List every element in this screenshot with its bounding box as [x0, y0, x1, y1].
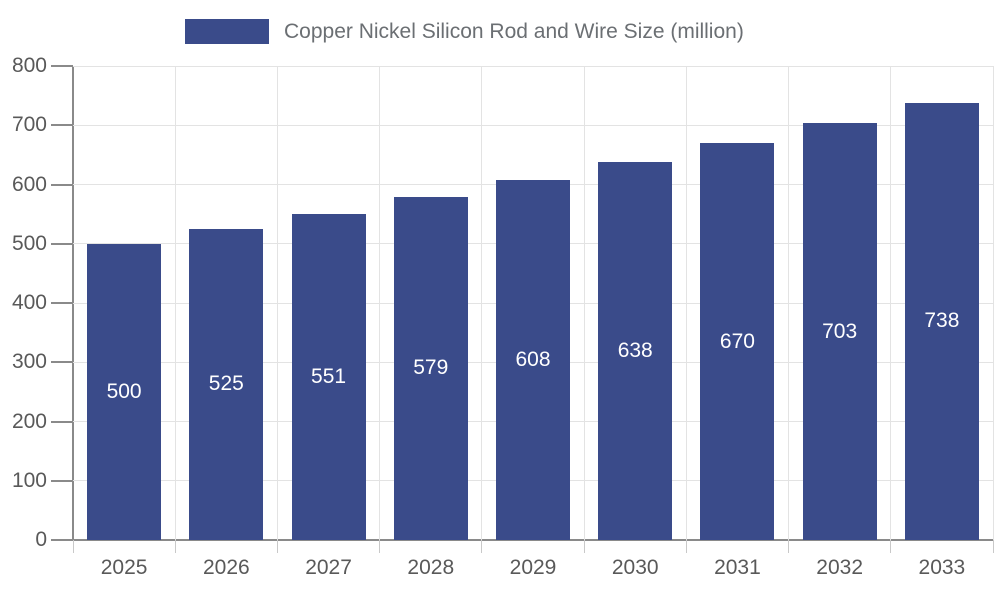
gridline-x-3 — [379, 66, 381, 540]
y-tick-500 — [51, 242, 73, 245]
x-tick-5 — [583, 540, 585, 553]
gridline-y-700 — [73, 124, 993, 126]
x-category-label: 2033 — [918, 556, 966, 579]
x-tick-2 — [276, 540, 278, 553]
gridline-x-2 — [276, 66, 278, 540]
x-category-label: 2030 — [611, 556, 659, 579]
bar-value-label: 638 — [617, 339, 653, 362]
x-category-label: 2026 — [202, 556, 250, 579]
bar-2026: 525 — [189, 228, 264, 540]
legend-swatch — [185, 19, 269, 44]
y-tick-label: 700 — [11, 113, 47, 137]
y-tick-label: 300 — [11, 350, 47, 374]
bar-value-label: 500 — [106, 379, 142, 403]
bar-value-label: 579 — [413, 356, 449, 380]
y-tick-300 — [51, 361, 73, 364]
x-tick-8 — [890, 540, 892, 553]
x-tick-0 — [72, 540, 74, 553]
y-tick-400 — [51, 302, 73, 304]
x-category-label: 2027 — [305, 556, 352, 579]
x-tick-6 — [685, 540, 687, 553]
bar-2027: 551 — [291, 213, 366, 540]
gridline-x-8 — [890, 66, 892, 540]
x-tick-7 — [788, 540, 790, 553]
bar-value-label: 525 — [208, 372, 244, 396]
gridline-x-4 — [481, 66, 483, 540]
x-tick-1 — [174, 540, 176, 553]
legend-label: Copper Nickel Silicon Rod and Wire Size … — [284, 19, 744, 43]
y-tick-200 — [51, 420, 73, 423]
x-category-label: 2028 — [407, 556, 455, 579]
gridline-x-5 — [583, 66, 585, 540]
y-tick-label: 100 — [11, 468, 47, 492]
bar-value-label: 738 — [924, 309, 960, 333]
y-tick-100 — [51, 479, 73, 482]
y-tick-label: 500 — [11, 231, 47, 255]
x-axis-line — [73, 539, 993, 541]
gridline-x-1 — [174, 66, 176, 540]
gridline-x-9 — [992, 66, 994, 540]
x-category-label: 2031 — [714, 556, 761, 579]
bar-value-label: 670 — [719, 329, 755, 353]
gridline-y-800 — [73, 65, 993, 67]
bar-2031: 670 — [700, 143, 775, 540]
x-category-label: 2032 — [816, 556, 864, 579]
y-tick-label: 0 — [35, 528, 47, 551]
y-tick-800 — [51, 65, 73, 67]
x-category-label: 2029 — [509, 556, 557, 579]
y-tick-0 — [51, 539, 73, 541]
y-tick-label: 800 — [11, 54, 47, 77]
y-tick-label: 200 — [11, 409, 47, 433]
y-tick-label: 600 — [11, 172, 47, 196]
bar-2028: 579 — [393, 196, 468, 540]
bar-value-label: 703 — [822, 319, 858, 343]
x-tick-3 — [379, 540, 381, 553]
y-tick-600 — [51, 183, 73, 186]
bar-value-label: 608 — [515, 347, 551, 371]
gridline-x-7 — [788, 66, 790, 540]
bar-2033: 738 — [904, 102, 979, 540]
x-category-label: 2025 — [100, 556, 148, 579]
legend: Copper Nickel Silicon Rod and Wire Size … — [185, 19, 744, 44]
bar-2025: 500 — [87, 243, 162, 540]
gridline-x-6 — [685, 66, 687, 540]
bar-value-label: 551 — [311, 364, 347, 388]
y-tick-700 — [51, 124, 73, 127]
y-tick-label: 400 — [11, 291, 47, 314]
bar-2032: 703 — [802, 123, 877, 540]
x-tick-4 — [481, 540, 483, 553]
plot-area: 0 100 200 300 400 500 600 700 800 500 2025 525 2026 5… — [12, 54, 994, 579]
x-tick-9 — [992, 540, 994, 553]
bar-2029: 608 — [496, 179, 570, 540]
bar-2030: 638 — [598, 162, 673, 540]
